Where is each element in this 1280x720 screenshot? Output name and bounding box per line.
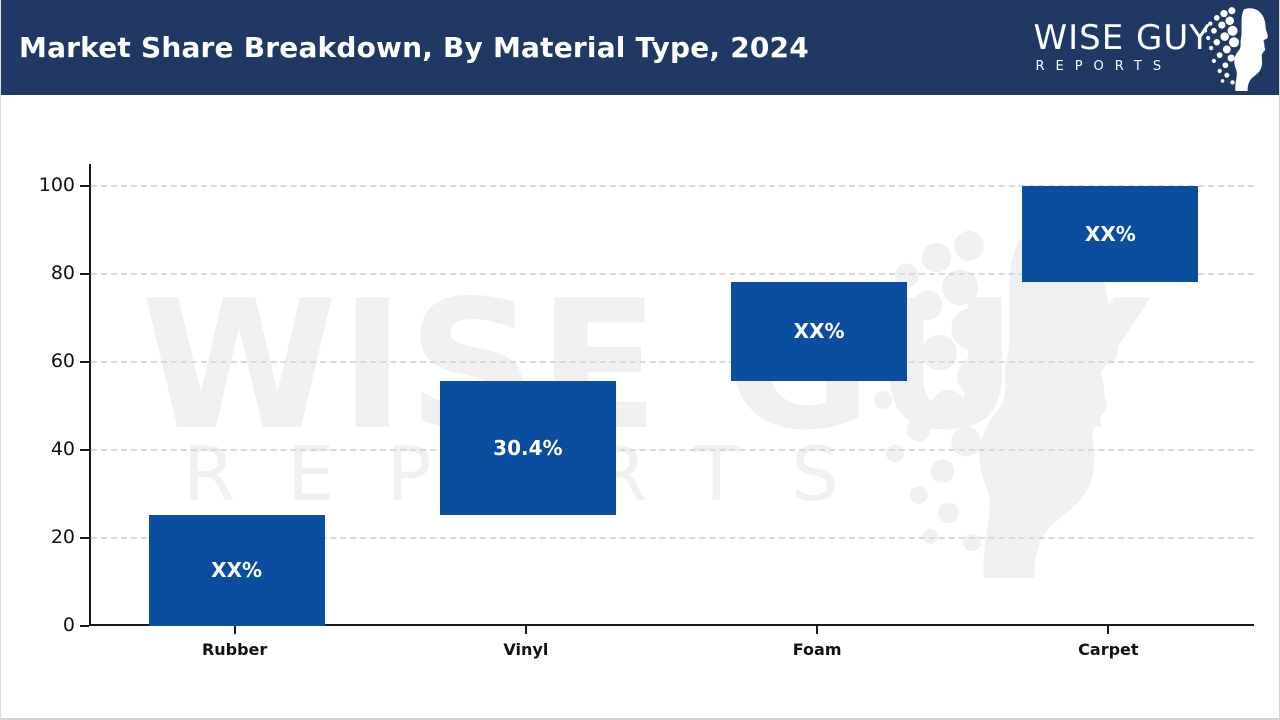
gridline-60 bbox=[91, 361, 1254, 363]
y-tick-label-20: 20 bbox=[50, 526, 75, 548]
bar-foam: XX% bbox=[731, 281, 908, 381]
x-category-label-foam: Foam bbox=[792, 640, 842, 659]
chart-title: Market Share Breakdown, By Material Type… bbox=[19, 31, 809, 64]
x-tick-mark-vinyl bbox=[524, 626, 527, 634]
logo-subtitle: REPORTS bbox=[1035, 58, 1173, 74]
gridline-100 bbox=[91, 185, 1254, 187]
bar-rubber: XX% bbox=[148, 514, 325, 626]
gridline-40 bbox=[91, 449, 1254, 451]
x-tick-mark-rubber bbox=[233, 626, 236, 634]
y-tick-mark-20 bbox=[80, 537, 89, 539]
x-category-label-carpet: Carpet bbox=[1078, 640, 1139, 659]
bar-carpet: XX% bbox=[1022, 186, 1199, 282]
y-tick-mark-40 bbox=[80, 449, 89, 451]
bar-value-label-carpet: XX% bbox=[1084, 221, 1136, 246]
x-category-label-rubber: Rubber bbox=[201, 640, 268, 659]
y-tick-mark-0 bbox=[80, 625, 89, 627]
y-tick-mark-100 bbox=[80, 185, 89, 187]
gridline-80 bbox=[91, 273, 1254, 275]
gridline-20 bbox=[91, 537, 1254, 539]
x-tick-mark-carpet bbox=[1107, 626, 1110, 634]
x-tick-mark-foam bbox=[816, 626, 819, 634]
wise-guy-logo: WISE GUY REPORTS bbox=[1033, 5, 1271, 91]
bar-value-label-vinyl: 30.4% bbox=[493, 435, 563, 460]
plot-area: XX% 30.4% XX% XX% bbox=[89, 164, 1254, 626]
bar-value-label-foam: XX% bbox=[793, 319, 845, 344]
y-tick-label-0: 0 bbox=[62, 614, 75, 636]
logo-dot-head-icon bbox=[1197, 5, 1271, 91]
bar-value-label-rubber: XX% bbox=[211, 558, 263, 583]
y-tick-mark-60 bbox=[80, 361, 89, 363]
header-band: Market Share Breakdown, By Material Type… bbox=[1, 0, 1279, 95]
y-tick-label-100: 100 bbox=[38, 174, 75, 196]
bar-vinyl: 30.4% bbox=[439, 380, 616, 515]
x-category-label-vinyl: Vinyl bbox=[503, 640, 549, 659]
y-tick-label-80: 80 bbox=[50, 262, 75, 284]
logo-wordmark: WISE GUY bbox=[1033, 18, 1211, 59]
y-tick-label-60: 60 bbox=[50, 350, 75, 372]
y-tick-label-40: 40 bbox=[50, 438, 75, 460]
y-tick-mark-80 bbox=[80, 273, 89, 275]
